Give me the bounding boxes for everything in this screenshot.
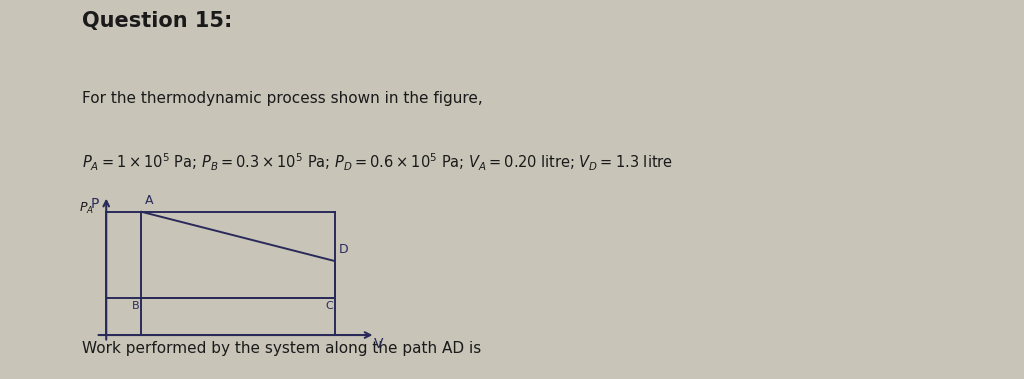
Text: Work performed by the system along the path AD is: Work performed by the system along the p… <box>82 341 481 356</box>
Text: P: P <box>91 197 99 211</box>
Text: Question 15:: Question 15: <box>82 11 232 31</box>
Text: A: A <box>145 194 154 207</box>
Text: C: C <box>325 301 333 310</box>
Text: B: B <box>132 301 139 310</box>
Text: $P_A = 1 \times 10^5$ Pa; $P_B = 0.3 \times 10^5$ Pa; $P_D = 0.6 \times 10^5$ Pa: $P_A = 1 \times 10^5$ Pa; $P_B = 0.3 \ti… <box>82 152 673 173</box>
Text: V: V <box>374 337 384 351</box>
Text: $P_A$: $P_A$ <box>79 201 94 216</box>
Text: For the thermodynamic process shown in the figure,: For the thermodynamic process shown in t… <box>82 91 482 106</box>
Text: D: D <box>338 243 348 256</box>
